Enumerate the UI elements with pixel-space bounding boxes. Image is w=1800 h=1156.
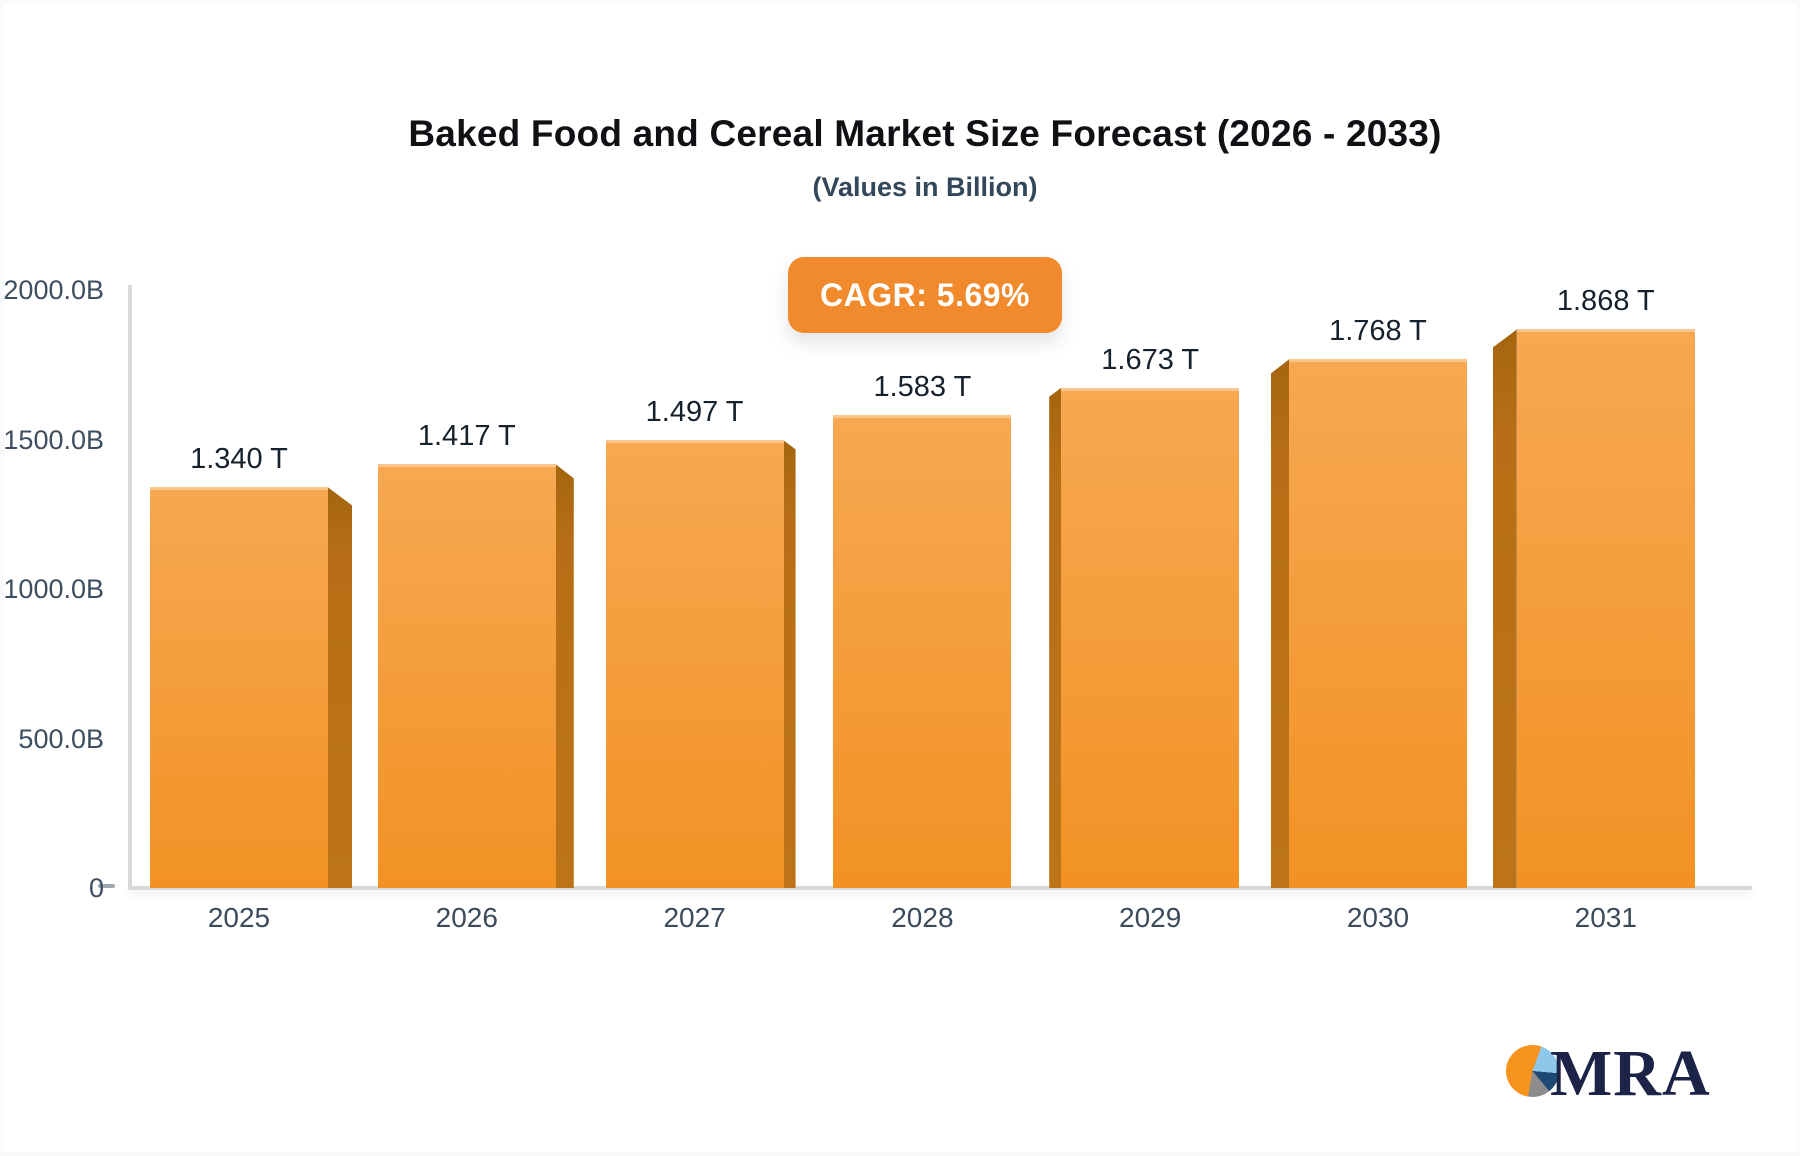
bar-2026 xyxy=(377,464,556,888)
bar-2028 xyxy=(833,414,1012,888)
bar-side-face-2026 xyxy=(555,464,574,888)
bar-side-face-2031 xyxy=(1492,329,1517,888)
x-axis-label-2026: 2026 xyxy=(435,902,498,933)
x-axis-label-2031: 2031 xyxy=(1574,902,1637,933)
bar-value-label-2029: 1.673 T xyxy=(1101,343,1200,376)
bar-2030 xyxy=(1289,359,1467,888)
bar-top-highlight xyxy=(150,487,328,491)
bar-value-label-2026: 1.417 T xyxy=(417,420,516,453)
y-axis-tick-1000.0B: 1000.0B xyxy=(3,574,104,604)
bar-side-face-2025 xyxy=(328,487,352,888)
y-axis-tick-2000.0B: 2000.0B xyxy=(3,275,104,305)
zero-tick-mark xyxy=(98,884,115,888)
bar-2029 xyxy=(1061,387,1240,888)
x-axis-label-2027: 2027 xyxy=(663,902,726,933)
bar-value-label-2030: 1.768 T xyxy=(1329,315,1427,348)
y-axis xyxy=(128,285,132,888)
x-axis-label-2030: 2030 xyxy=(1346,902,1410,933)
bar-top-highlight xyxy=(377,464,556,468)
bar-2027 xyxy=(605,440,784,888)
bar-side-face-2030 xyxy=(1271,359,1289,888)
bar-side-face-2027 xyxy=(783,440,796,888)
bar-value-label-2031: 1.868 T xyxy=(1556,285,1655,318)
cagr-badge: CAGR: 5.69% xyxy=(788,257,1062,333)
chart-title: Baked Food and Cereal Market Size Foreca… xyxy=(408,113,1442,154)
y-axis-tick-0: 0 xyxy=(88,873,104,903)
bar-top-highlight xyxy=(833,414,1012,418)
bar-2031 xyxy=(1516,329,1695,888)
mra-logo: MRA xyxy=(1506,1036,1766,1116)
bar-top-highlight xyxy=(1289,359,1467,363)
logo-text: MRA xyxy=(1550,1037,1711,1110)
bar-side-face-2029 xyxy=(1049,387,1062,888)
bar-top-highlight xyxy=(1516,329,1695,333)
bar-value-label-2027: 1.497 T xyxy=(645,396,744,429)
x-axis-label-2029: 2029 xyxy=(1119,902,1182,933)
bar-value-label-2028: 1.583 T xyxy=(873,370,972,403)
y-axis-tick-1500.0B: 1500.0B xyxy=(3,424,104,455)
x-axis-label-2025: 2025 xyxy=(207,902,271,933)
pie-chart-icon xyxy=(1506,1045,1559,1097)
x-axis-label-2028: 2028 xyxy=(891,902,954,933)
bar-top-highlight xyxy=(605,440,784,444)
chart-subtitle: (Values in Billion) xyxy=(812,172,1038,202)
y-axis-tick-500.0B: 500.0B xyxy=(18,723,104,754)
x-axis-baseline xyxy=(128,886,1752,890)
bar-value-label-2025: 1.340 T xyxy=(190,443,288,476)
bar-2025 xyxy=(150,487,328,888)
bar-top-highlight xyxy=(1061,387,1240,391)
